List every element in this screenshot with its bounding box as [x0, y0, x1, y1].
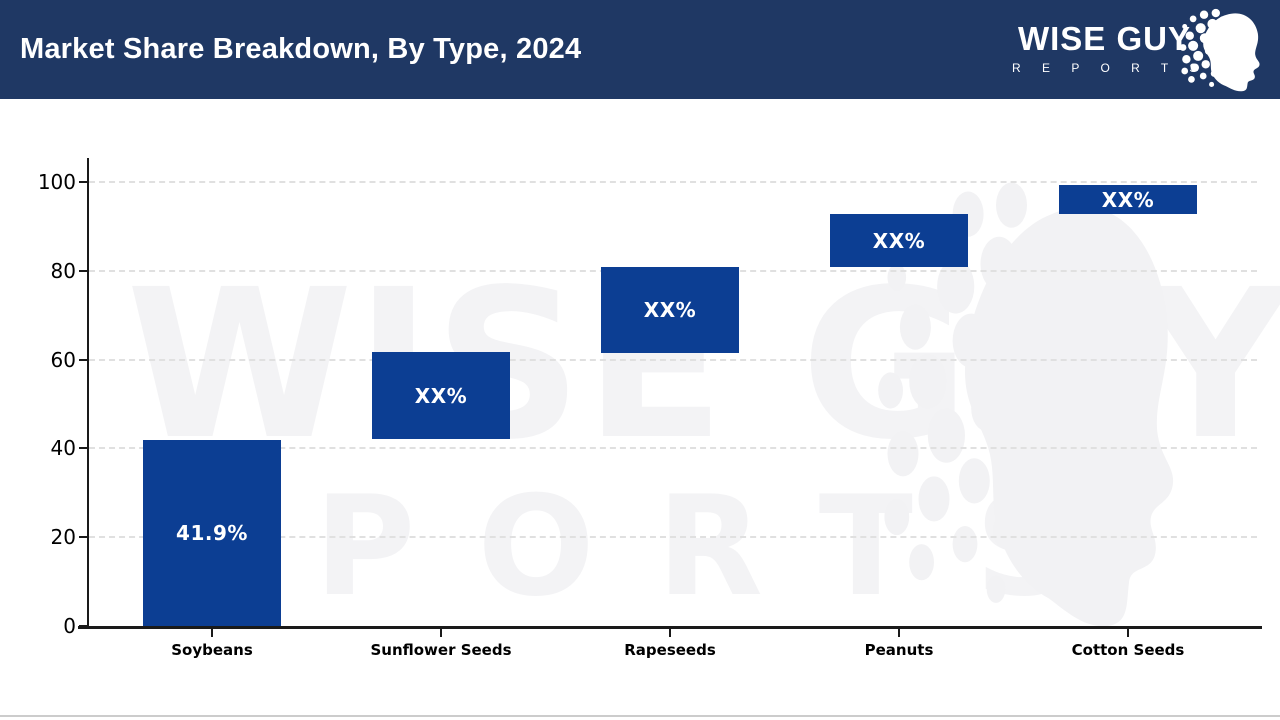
logo-text: WISE GUY R E P O R T S: [1012, 22, 1197, 75]
bottom-divider: [0, 715, 1280, 717]
header-band: Market Share Breakdown, By Type, 2024 WI…: [0, 0, 1280, 99]
y-axis-spine: [87, 158, 89, 628]
x-tick-label-3: Peanuts: [864, 641, 934, 659]
bar-rapeseeds: XX%: [601, 267, 739, 353]
x-tick-2: [669, 629, 671, 637]
y-tick-40: [79, 447, 87, 449]
y-tick-100: [79, 181, 87, 183]
gridline-40: [89, 447, 1257, 449]
y-tick-label-20: 20: [50, 525, 76, 549]
bar-value-label: XX%: [414, 383, 468, 408]
bar-cotton-seeds: XX%: [1059, 185, 1197, 214]
watermark-face-icon: [878, 182, 1174, 627]
page-title: Market Share Breakdown, By Type, 2024: [20, 33, 582, 65]
logo-wordmark: WISE GUY: [1017, 20, 1192, 57]
gridline-100: [89, 181, 1257, 183]
y-tick-60: [79, 359, 87, 361]
y-tick-0: [79, 625, 87, 627]
x-tick-4: [1127, 629, 1129, 637]
x-tick-3: [898, 629, 900, 637]
bar-soybeans: 41.9%: [143, 440, 281, 626]
gridline-20: [89, 536, 1257, 538]
bar-sunflower-seeds: XX%: [372, 352, 510, 439]
bar-value-label: XX%: [643, 298, 697, 322]
gridline-60: [89, 359, 1257, 361]
x-tick-0: [211, 629, 213, 637]
x-tick-1: [440, 629, 442, 637]
x-tick-label-1: Sunflower Seeds: [370, 641, 512, 659]
x-tick-label-0: Soybeans: [171, 641, 253, 659]
y-tick-label-0: 0: [63, 614, 76, 638]
x-tick-label-2: Rapeseeds: [624, 641, 716, 659]
y-tick-label-60: 60: [50, 348, 76, 372]
bar-value-label: XX%: [1101, 187, 1155, 212]
wise-guy-logo: WISE GUY R E P O R T S: [1012, 6, 1262, 94]
y-tick-20: [79, 536, 87, 538]
y-tick-label-80: 80: [50, 259, 76, 283]
x-tick-label-4: Cotton Seeds: [1071, 641, 1185, 659]
bar-peanuts: XX%: [830, 214, 968, 267]
logo-subtitle: R E P O R T S: [1012, 61, 1207, 75]
x-axis-spine: [78, 626, 1262, 629]
y-tick-label-100: 100: [37, 170, 76, 194]
bar-value-label: XX%: [872, 228, 926, 253]
y-tick-label-40: 40: [50, 436, 76, 460]
logo-face-icon: [1179, 8, 1260, 92]
y-tick-80: [79, 270, 87, 272]
bar-value-label: 41.9%: [176, 521, 248, 545]
